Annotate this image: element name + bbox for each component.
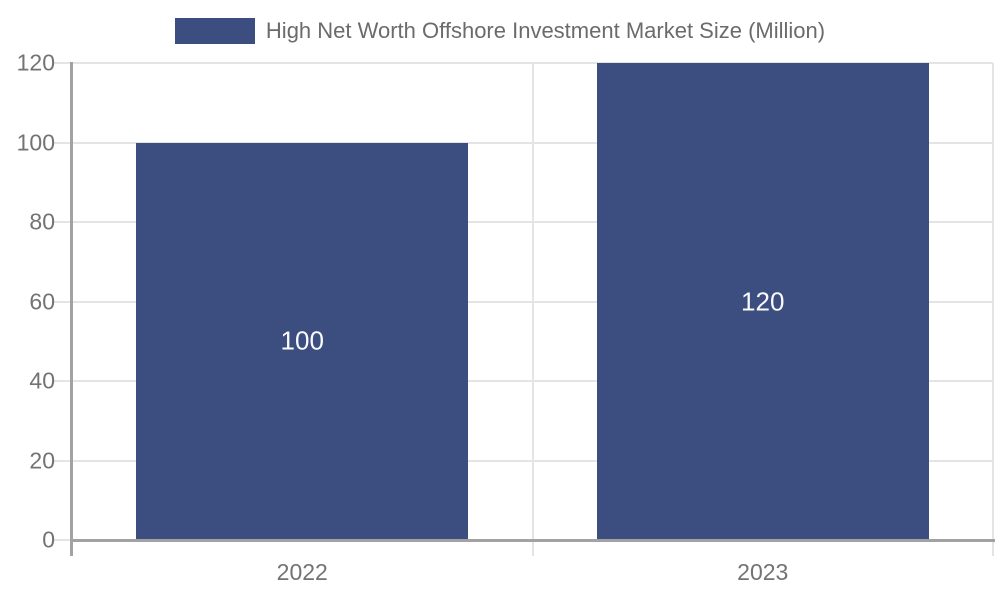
gridline-vertical (531, 63, 534, 556)
legend-swatch (174, 18, 255, 44)
y-tick-label: 20 (29, 447, 55, 473)
x-tick-label: 2022 (276, 559, 328, 585)
legend: High Net Worth Offshore Investment Marke… (0, 16, 1000, 46)
x-tick-label: 2023 (737, 559, 789, 585)
gridline-vertical (992, 63, 994, 556)
y-tick-mark (54, 539, 72, 541)
y-tick-label: 60 (29, 288, 55, 314)
bar-value-label: 100 (280, 325, 324, 356)
gridline-horizontal (54, 300, 993, 303)
gridline-horizontal (54, 380, 993, 382)
bar-value-label: 120 (741, 286, 785, 316)
y-tick-label: 0 (42, 526, 55, 553)
bar: 120 (596, 63, 929, 540)
gridline-horizontal (54, 459, 993, 462)
y-tick-label: 80 (29, 208, 55, 235)
x-axis-line (70, 539, 995, 542)
gridline-horizontal (54, 221, 993, 223)
legend-label: High Net Worth Offshore Investment Marke… (265, 18, 826, 43)
y-tick-label: 120 (16, 49, 55, 76)
gridline-horizontal (54, 141, 993, 144)
bar: 100 (136, 142, 469, 540)
y-tick-label: 100 (16, 129, 55, 155)
y-axis-line (70, 62, 73, 556)
y-tick-label: 40 (29, 367, 55, 394)
gridline-horizontal (54, 62, 993, 64)
